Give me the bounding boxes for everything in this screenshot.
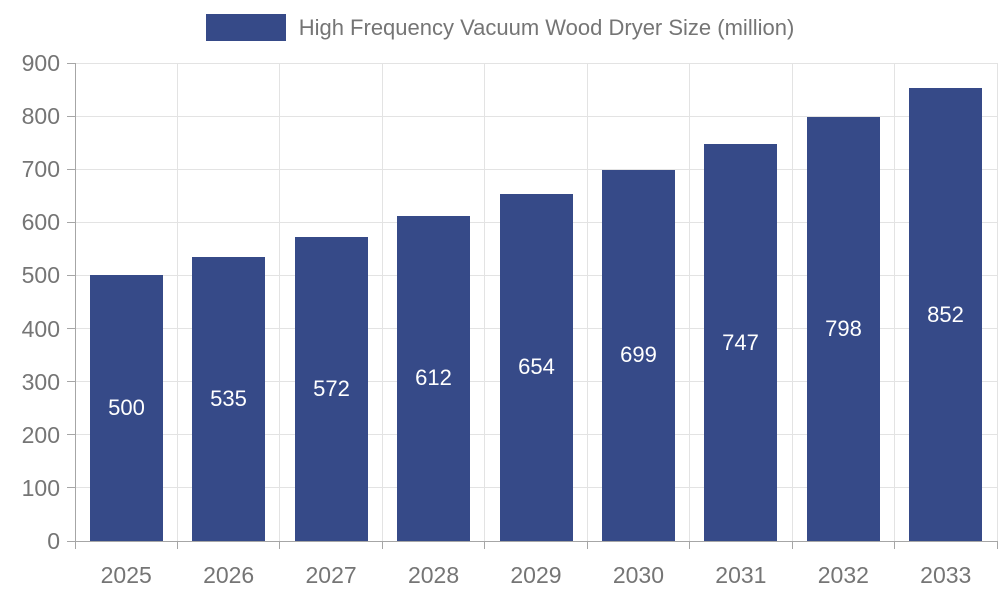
bar-value-label: 500: [108, 395, 145, 421]
bar: [295, 237, 368, 541]
x-gridline: [791, 63, 793, 541]
x-tick: [279, 541, 281, 549]
bar-value-label: 852: [927, 301, 964, 327]
y-tick: [67, 168, 75, 170]
x-axis-tick-label: 2026: [203, 562, 255, 588]
x-axis-tick-label: 2031: [715, 562, 767, 588]
y-tick: [67, 381, 75, 383]
bar-value-label: 699: [620, 342, 657, 368]
legend-label: High Frequency Vacuum Wood Dryer Size (m…: [298, 15, 795, 40]
y-tick: [67, 62, 75, 64]
y-tick: [67, 221, 75, 223]
x-tick: [381, 541, 383, 549]
y-tick: [67, 274, 75, 276]
bar-value-label: 747: [722, 329, 759, 355]
y-tick: [67, 434, 75, 436]
x-axis-tick-label: 2028: [407, 562, 460, 588]
legend-swatch: [205, 14, 286, 41]
x-tick: [484, 541, 486, 549]
y-gridline: [75, 168, 997, 170]
bar: [704, 144, 777, 541]
y-axis-tick-label: 700: [21, 156, 60, 183]
x-tick: [176, 541, 178, 549]
y-tick: [67, 328, 75, 330]
x-gridline: [894, 63, 896, 541]
x-gridline: [381, 63, 383, 541]
x-axis-tick-label: 2033: [920, 562, 972, 588]
y-axis-tick-label: 200: [21, 421, 60, 448]
bar: [602, 169, 675, 541]
x-tick: [996, 541, 998, 549]
x-gridline: [586, 63, 588, 541]
y-axis-tick-label: 400: [21, 315, 60, 342]
legend: High Frequency Vacuum Wood Dryer Size (m…: [0, 14, 1000, 41]
x-axis-tick-label: 2025: [100, 562, 152, 588]
y-tick: [67, 115, 75, 117]
bar-value-label: 654: [518, 354, 555, 380]
y-gridline: [75, 115, 997, 117]
bar: [909, 88, 982, 541]
x-axis-tick-label: 2032: [817, 562, 869, 588]
x-gridline: [176, 63, 178, 541]
y-axis-tick-label: 600: [21, 209, 60, 236]
x-gridline: [996, 63, 998, 541]
y-gridline: [75, 62, 997, 64]
x-gridline: [689, 63, 691, 541]
x-axis-tick-label: 2030: [612, 562, 665, 588]
x-tick: [894, 541, 896, 549]
y-axis-tick-label: 800: [21, 103, 60, 130]
x-gridline: [279, 63, 281, 541]
bar-value-label: 572: [313, 376, 350, 402]
x-axis-tick-label: 2029: [510, 562, 562, 588]
bar-value-label: 798: [825, 316, 862, 342]
y-axis-line: [74, 63, 76, 549]
bar: [500, 193, 573, 541]
x-axis-line: [67, 540, 997, 542]
y-axis-tick-label: 500: [21, 262, 60, 289]
bar: [90, 275, 163, 541]
x-tick: [586, 541, 588, 549]
x-tick: [689, 541, 691, 549]
y-axis-tick-label: 0: [47, 528, 60, 554]
x-tick: [791, 541, 793, 549]
x-gridline: [484, 63, 486, 541]
x-axis-tick-label: 2027: [305, 562, 357, 588]
bar: [807, 117, 880, 541]
y-tick: [67, 487, 75, 489]
y-axis-tick-label: 100: [21, 474, 60, 501]
bar: [192, 256, 265, 541]
bar-value-label: 535: [210, 385, 247, 411]
bar: [397, 215, 470, 541]
bar-value-label: 612: [415, 365, 452, 391]
y-axis-tick-label: 900: [21, 50, 60, 76]
y-axis-tick-label: 300: [21, 368, 60, 395]
